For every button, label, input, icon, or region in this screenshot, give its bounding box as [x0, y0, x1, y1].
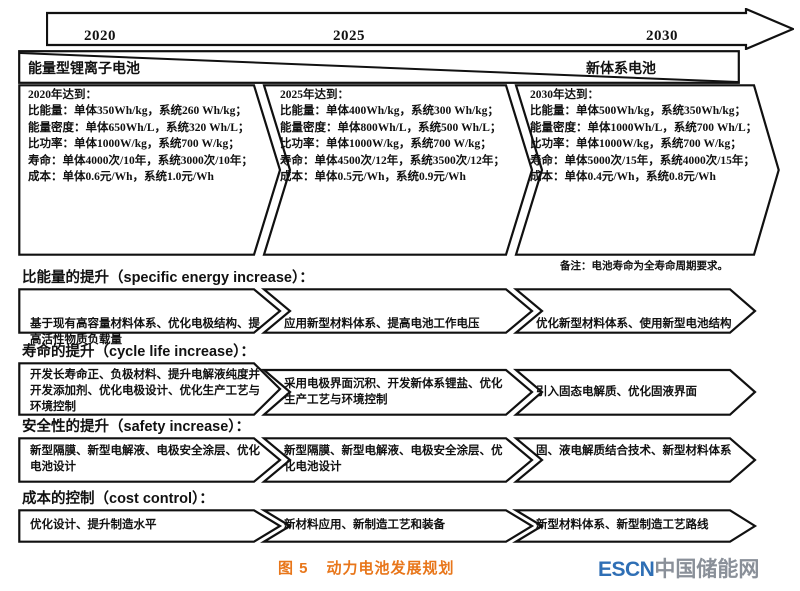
stage-text-3: 固、液电解质结合技术、新型材料体系 — [536, 445, 732, 457]
spec-column-2030: 2030年达到： 比能量：单体500Wh/kg，系统350Wh/kg； 能量密度… — [530, 87, 758, 185]
figure-caption: 图 5 动力电池发展规划 — [278, 557, 455, 578]
spec-energy-density: 能量密度：单体800Wh/L，系统500 Wh/L； — [280, 121, 502, 134]
figure-number: 图 5 — [278, 560, 309, 577]
spec-energy-density: 能量密度：单体1000Wh/L，系统700 Wh/L； — [530, 121, 758, 134]
spec-cost: 成本：单体0.4元/Wh，系统0.8元/Wh — [530, 171, 716, 184]
stage-text-2: 新型隔膜、新型电解液、电极安全涂层、优化电池设计 — [284, 445, 503, 473]
spec-heading: 2025年达到： — [280, 89, 349, 101]
spec-column-2025: 2025年达到： 比能量：单体400Wh/kg，系统300 Wh/kg； 能量密… — [280, 87, 512, 185]
row-title: 比能量的提升（specific energy increase）： — [22, 270, 314, 286]
row-chevrons: 基于现有高容量材料体系、优化电极结构、提高活性物质负载量 应用新型材料体系、提高… — [18, 288, 780, 346]
spec-specific-power: 比功率：单体1000W/kg，系统700 W/kg； — [280, 138, 492, 151]
stage-text-3: 新型材料体系、新型制造工艺路线 — [536, 519, 709, 531]
spec-panel: 2020年达到： 比能量：单体350Wh/kg，系统260 Wh/kg； 能量密… — [18, 84, 780, 256]
watermark-brand: ESCN — [598, 558, 655, 581]
spec-specific-energy: 比能量：单体350Wh/kg，系统260 Wh/kg； — [28, 105, 247, 118]
row-chevrons: 开发长寿命正、负极材料、提升电解液纯度并开发添加剂、优化电极设计、优化生产工艺与… — [18, 362, 780, 416]
spec-cost: 成本：单体0.6元/Wh，系统1.0元/Wh — [28, 171, 214, 184]
timeline-year-2030: 2030 — [646, 28, 678, 44]
spec-note: 备注：电池寿命为全寿命周期要求。 — [560, 261, 728, 272]
row-title: 成本的控制（cost control）： — [22, 491, 214, 507]
spec-heading: 2020年达到： — [28, 89, 97, 101]
spec-energy-density: 能量密度：单体650Wh/L，系统320 Wh/L； — [28, 121, 250, 134]
spec-cycle-life: 寿命：单体4500次/12年，系统3500次/12年； — [280, 154, 505, 167]
band-label-new-system: 新体系电池 — [586, 60, 656, 76]
watermark: ESCN中国储能网 — [598, 553, 759, 583]
row-title: 寿命的提升（cycle life increase）： — [22, 344, 255, 360]
spec-column-2020: 2020年达到： 比能量：单体350Wh/kg，系统260 Wh/kg； 能量密… — [28, 87, 268, 185]
stage-text-1: 基于现有高容量材料体系、优化电极结构、提高活性物质负载量 — [30, 318, 260, 346]
stage-text-2: 应用新型材料体系、提高电池工作电压 — [284, 318, 480, 330]
spec-cycle-life: 寿命：单体4000次/10年，系统3000次/10年； — [28, 154, 253, 167]
band-label-lithium-ion: 能量型锂离子电池 — [28, 60, 140, 76]
row-chevrons: 优化设计、提升制造水平 新材料应用、新制造工艺和装备 新型材料体系、新型制造工艺… — [18, 509, 780, 543]
row-chevrons: 新型隔膜、新型电解液、电极安全涂层、优化电池设计 新型隔膜、新型电解液、电极安全… — [18, 437, 780, 483]
row-title: 安全性的提升（safety increase）： — [22, 419, 251, 435]
spec-specific-power: 比功率：单体1000W/kg，系统700 W/kg； — [28, 138, 240, 151]
stage-text-3: 优化新型材料体系、使用新型电池结构 — [536, 318, 732, 330]
spec-heading: 2030年达到： — [530, 89, 599, 101]
stage-text-1: 新型隔膜、新型电解液、电极安全涂层、优化电池设计 — [30, 445, 260, 473]
stage-text-2: 新材料应用、新制造工艺和装备 — [284, 519, 445, 531]
spec-cost: 成本：单体0.5元/Wh，系统0.9元/Wh — [280, 171, 466, 184]
figure-title: 动力电池发展规划 — [326, 560, 455, 577]
stage-text-2: 采用电极界面沉积、开发新体系锂盐、优化生产工艺与环境控制 — [284, 378, 503, 406]
stage-text-3: 引入固态电解质、优化固液界面 — [536, 386, 697, 398]
timeline-year-2025: 2025 — [333, 28, 365, 44]
stage-text-1: 开发长寿命正、负极材料、提升电解液纯度并开发添加剂、优化电极设计、优化生产工艺与… — [30, 369, 260, 413]
battery-type-band: 能量型锂离子电池 新体系电池 — [18, 50, 740, 84]
timeline-arrow: 2020 2025 2030 — [46, 8, 794, 50]
spec-cycle-life: 寿命：单体5000次/15年，系统4000次/15年； — [530, 154, 755, 167]
spec-specific-power: 比功率：单体1000W/kg，系统700 W/kg； — [530, 138, 742, 151]
watermark-suffix: 中国储能网 — [654, 558, 760, 581]
spec-specific-energy: 比能量：单体400Wh/kg，系统300 Wh/kg； — [280, 105, 499, 118]
timeline-year-2020: 2020 — [84, 28, 116, 44]
stage-text-1: 优化设计、提升制造水平 — [30, 519, 157, 531]
spec-specific-energy: 比能量：单体500Wh/kg，系统350Wh/kg； — [530, 105, 746, 118]
